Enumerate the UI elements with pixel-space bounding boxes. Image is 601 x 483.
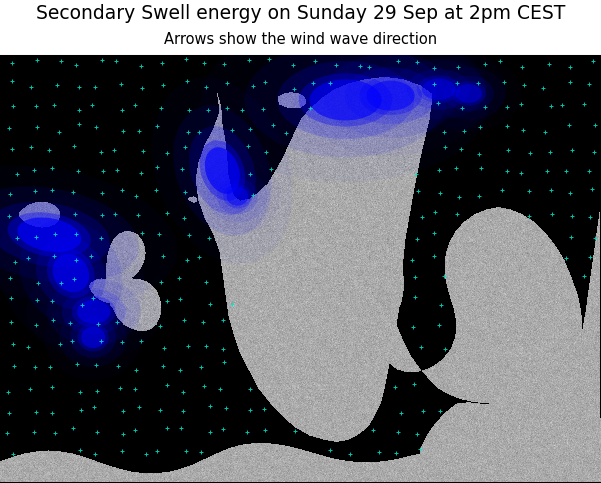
- Ellipse shape: [59, 308, 127, 368]
- Ellipse shape: [47, 278, 141, 345]
- Ellipse shape: [417, 75, 460, 103]
- Ellipse shape: [323, 54, 458, 138]
- Text: Secondary Swell energy on Sunday 29 Sep at 2pm CEST: Secondary Swell energy on Sunday 29 Sep …: [36, 4, 565, 23]
- Ellipse shape: [345, 67, 436, 124]
- Ellipse shape: [70, 317, 116, 358]
- Ellipse shape: [205, 147, 240, 194]
- Ellipse shape: [392, 59, 486, 119]
- Ellipse shape: [227, 187, 248, 206]
- Ellipse shape: [72, 296, 115, 327]
- Ellipse shape: [456, 84, 482, 103]
- Ellipse shape: [310, 79, 382, 120]
- Ellipse shape: [207, 170, 267, 223]
- Ellipse shape: [189, 127, 255, 215]
- Ellipse shape: [451, 81, 486, 106]
- Ellipse shape: [444, 76, 494, 112]
- Ellipse shape: [173, 105, 272, 236]
- Ellipse shape: [224, 184, 251, 209]
- Ellipse shape: [359, 76, 422, 115]
- Ellipse shape: [52, 254, 90, 292]
- Ellipse shape: [432, 67, 506, 120]
- Ellipse shape: [0, 202, 110, 268]
- Ellipse shape: [217, 178, 258, 214]
- Ellipse shape: [299, 73, 392, 127]
- Ellipse shape: [17, 217, 81, 252]
- Ellipse shape: [36, 237, 106, 310]
- Ellipse shape: [19, 220, 123, 327]
- Ellipse shape: [77, 300, 111, 324]
- Ellipse shape: [407, 69, 471, 110]
- Ellipse shape: [277, 61, 414, 139]
- Ellipse shape: [0, 186, 139, 283]
- Ellipse shape: [422, 79, 456, 100]
- Ellipse shape: [8, 213, 91, 257]
- Ellipse shape: [367, 81, 415, 111]
- Text: Arrows show the wind wave direction: Arrows show the wind wave direction: [164, 32, 437, 47]
- Ellipse shape: [47, 248, 95, 298]
- Ellipse shape: [245, 43, 447, 157]
- Ellipse shape: [81, 327, 105, 348]
- Ellipse shape: [62, 289, 126, 335]
- Ellipse shape: [78, 324, 109, 352]
- Ellipse shape: [200, 140, 245, 201]
